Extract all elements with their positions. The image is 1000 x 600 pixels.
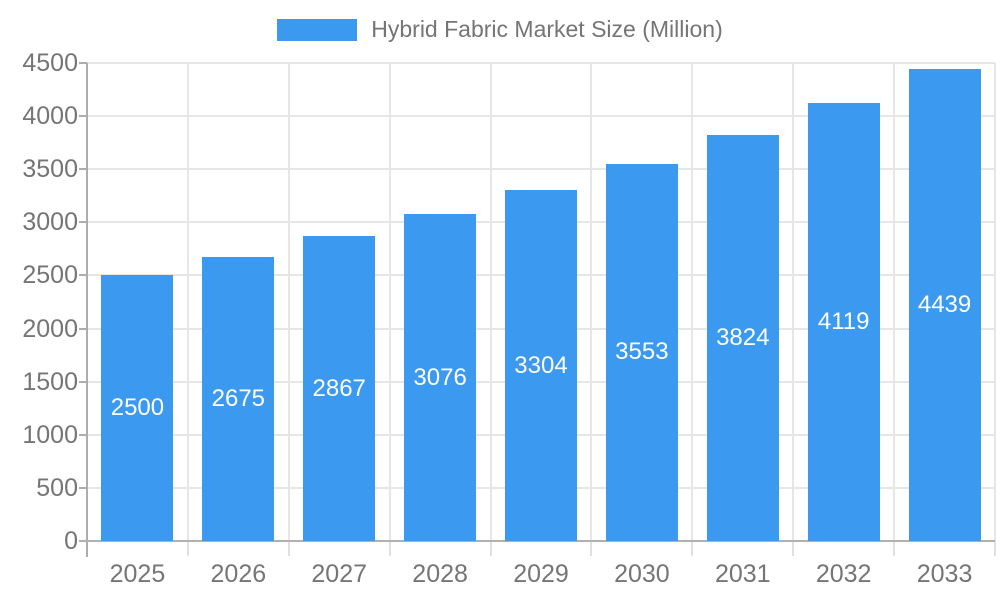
bar-2030[interactable] — [605, 163, 678, 541]
x-tick — [388, 541, 391, 556]
x-tick — [186, 541, 189, 556]
x-tick — [994, 541, 996, 556]
bar-2033[interactable] — [908, 69, 981, 541]
bar-2025[interactable] — [101, 275, 174, 541]
x-tick-label: 2030 — [614, 560, 670, 588]
x-gridline — [489, 63, 492, 541]
y-tick-label: 3000 — [22, 208, 78, 237]
bar-value-label: 4439 — [917, 291, 972, 319]
x-tick-label: 2025 — [109, 560, 166, 588]
y-tick-label: 3500 — [22, 155, 78, 184]
x-tick-label: 2026 — [210, 560, 267, 588]
bar-2031[interactable] — [706, 134, 779, 541]
y-tick — [79, 433, 87, 436]
y-tick-label: 1500 — [22, 367, 78, 396]
y-tick-label: 500 — [36, 473, 78, 502]
x-tick-label: 2029 — [513, 560, 569, 588]
bar-value-label: 3076 — [413, 363, 467, 391]
y-gridline — [87, 62, 995, 64]
x-gridline — [792, 63, 795, 541]
legend-swatch — [277, 18, 358, 41]
y-tick-label: 1000 — [22, 420, 78, 449]
x-gridline — [590, 63, 593, 541]
y-tick-label: 4000 — [22, 102, 78, 131]
bar-value-label: 3824 — [716, 323, 770, 351]
y-tick — [79, 168, 87, 171]
x-axis-line — [79, 540, 995, 542]
y-tick-label: 2000 — [22, 314, 78, 343]
y-gridline — [87, 115, 995, 118]
y-tick — [79, 221, 87, 224]
y-tick — [79, 274, 87, 277]
y-tick — [79, 486, 87, 489]
bar-2026[interactable] — [202, 256, 275, 541]
x-gridline — [287, 63, 290, 541]
x-tick — [287, 541, 290, 556]
y-axis-line — [86, 63, 88, 557]
x-tick-label: 2033 — [916, 560, 973, 588]
bar-value-label: 3553 — [615, 338, 669, 366]
x-tick-label: 2027 — [311, 560, 368, 588]
x-tick-label: 2031 — [714, 560, 771, 588]
legend-label: Hybrid Fabric Market Size (Million) — [371, 16, 723, 42]
x-gridline — [994, 63, 996, 541]
x-tick — [893, 541, 896, 556]
bar-value-label: 3304 — [514, 351, 568, 379]
bar-2029[interactable] — [505, 190, 577, 541]
y-tick-label: 4500 — [22, 49, 78, 77]
x-tick-label: 2032 — [815, 560, 872, 588]
x-tick — [489, 541, 492, 556]
x-tick — [691, 541, 694, 556]
bar-value-label: 2675 — [211, 384, 266, 412]
y-tick — [79, 115, 87, 118]
y-tick-label: 0 — [64, 527, 78, 555]
bar-2032[interactable] — [807, 103, 880, 541]
bar-value-label: 2867 — [312, 374, 366, 402]
bar-2027[interactable] — [303, 236, 376, 541]
y-tick — [79, 62, 87, 64]
x-gridline — [691, 63, 694, 541]
bar-value-label: 2500 — [110, 394, 165, 422]
x-tick — [792, 541, 795, 556]
y-tick — [79, 380, 87, 383]
legend[interactable]: Hybrid Fabric Market Size (Million) — [0, 16, 1000, 43]
x-gridline — [186, 63, 189, 541]
x-tick-label: 2028 — [412, 560, 468, 588]
bar-2028[interactable] — [404, 214, 477, 541]
y-tick — [79, 327, 87, 330]
x-tick — [590, 541, 593, 556]
y-gridline — [87, 168, 995, 171]
bar-value-label: 4119 — [817, 308, 870, 336]
x-gridline — [893, 63, 896, 541]
x-gridline — [388, 63, 391, 541]
y-tick-label: 2500 — [22, 261, 78, 290]
